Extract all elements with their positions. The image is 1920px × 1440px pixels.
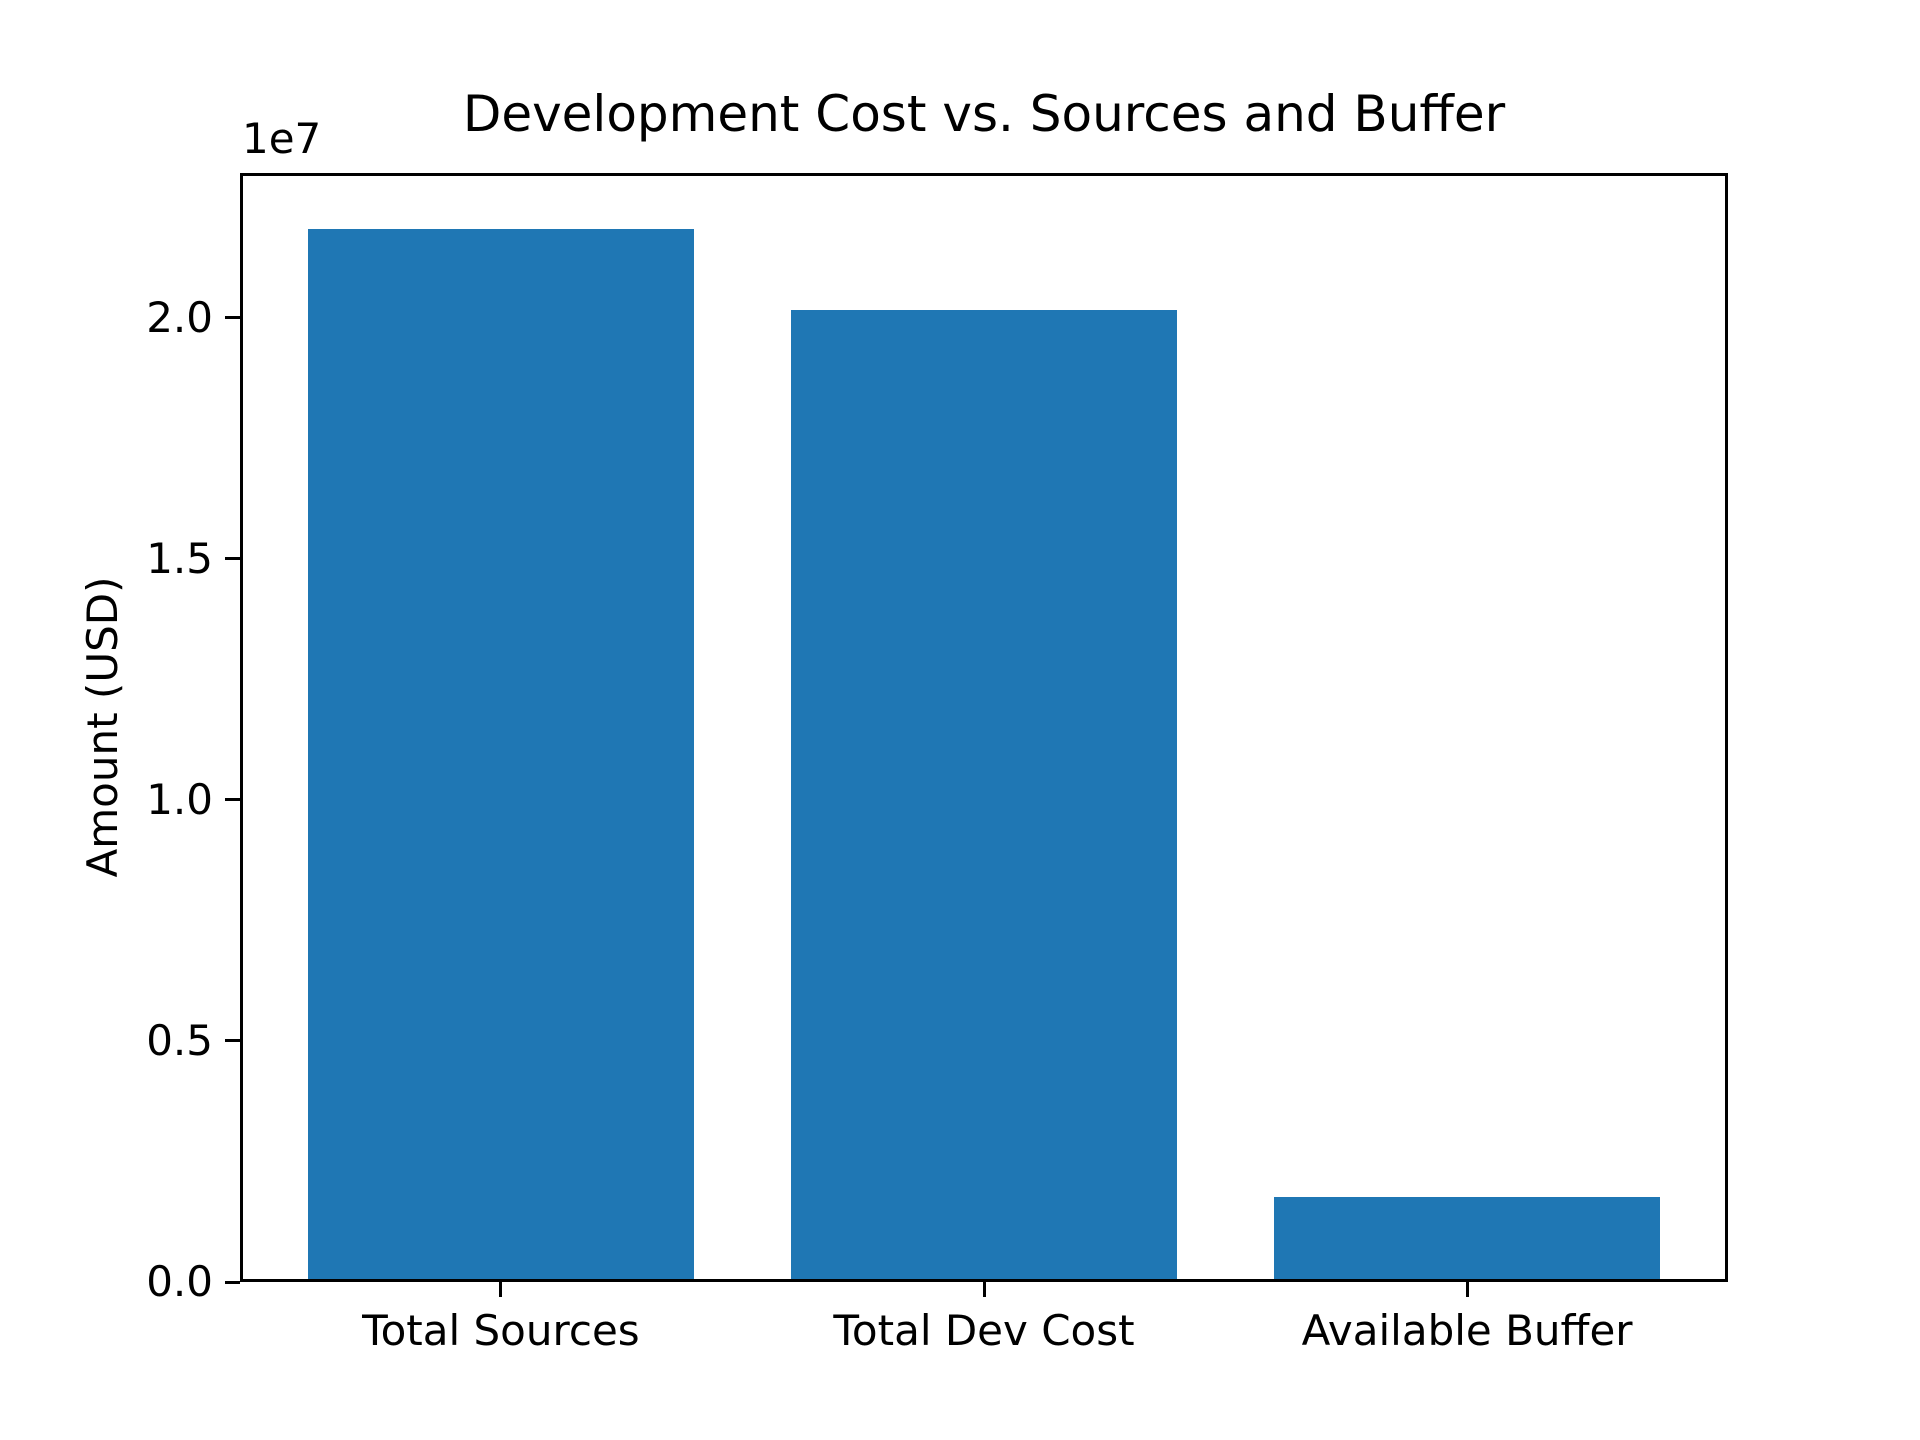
x-tick-label-total-dev-cost: Total Dev Cost xyxy=(833,1306,1135,1355)
chart-title: Development Cost vs. Sources and Buffer xyxy=(462,85,1506,143)
y-axis-label: Amount (USD) xyxy=(78,576,127,878)
y-tick-label: 1.0 xyxy=(146,774,213,824)
y-axis-offset-label: 1e7 xyxy=(242,114,322,163)
x-tick-mark xyxy=(982,1282,986,1297)
y-tick-label: 0.0 xyxy=(146,1257,213,1306)
y-tick-mark xyxy=(225,557,240,561)
plot-area xyxy=(240,173,1728,1282)
x-tick-label-total-sources: Total Sources xyxy=(362,1306,640,1355)
y-tick-mark xyxy=(225,1039,240,1043)
y-tick-mark xyxy=(225,316,240,320)
y-tick-label: 0.5 xyxy=(146,1015,213,1065)
y-tick-label: 1.5 xyxy=(146,533,213,583)
x-tick-mark xyxy=(499,1282,503,1297)
y-tick-mark xyxy=(225,1280,240,1284)
x-tick-label-available-buffer: Available Buffer xyxy=(1301,1306,1633,1355)
bar-available-buffer xyxy=(1273,1197,1661,1279)
y-tick-mark xyxy=(225,798,240,802)
y-tick-label: 2.0 xyxy=(146,292,213,342)
bar-total-dev-cost xyxy=(790,310,1178,1279)
bar-total-sources xyxy=(307,228,695,1279)
x-tick-mark xyxy=(1465,1282,1469,1297)
